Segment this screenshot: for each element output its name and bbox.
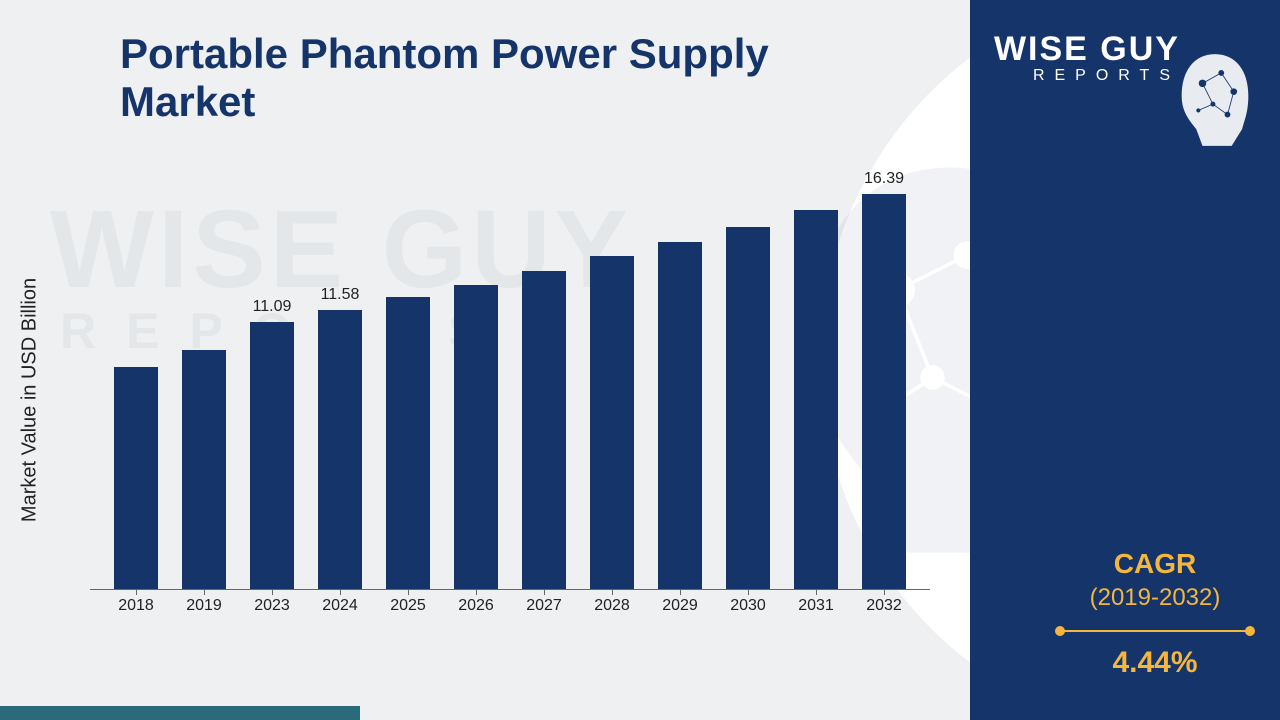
bar — [658, 242, 702, 589]
cagr-value: 4.44% — [1030, 646, 1280, 680]
x-tick-mark — [680, 589, 681, 595]
bar-wrap: 2025 — [386, 297, 430, 589]
cagr-range: (2019-2032) — [1030, 584, 1280, 612]
cagr-block: CAGR (2019-2032) 4.44% — [1030, 548, 1280, 680]
bar-wrap: 2018 — [114, 367, 158, 589]
bar-value-label: 16.39 — [834, 170, 934, 188]
bar-wrap: 2029 — [658, 242, 702, 589]
logo-line1: WISE GUY — [994, 30, 1180, 69]
bar-wrap: 2027 — [522, 271, 566, 589]
x-tick-mark — [272, 589, 273, 595]
bar-wrap: 11.582024 — [318, 310, 362, 589]
x-tick-mark — [408, 589, 409, 595]
right-panel: WISE GUY REPORTS CAGR (2019-2032) 4.44% — [970, 0, 1280, 720]
logo-line2: REPORTS — [994, 67, 1180, 85]
plot-area: 2018 2019 11.092023 11.582024 2025 2026 2027 20… — [90, 180, 930, 590]
bar-wrap: 2026 — [454, 285, 498, 589]
bar — [182, 350, 226, 589]
page-title: Portable Phantom Power Supply Market — [120, 30, 820, 127]
bar-value-label: 11.58 — [290, 286, 390, 304]
bar — [454, 285, 498, 589]
bar — [250, 322, 294, 589]
bar — [522, 271, 566, 589]
bar — [318, 310, 362, 589]
x-tick-mark — [816, 589, 817, 595]
x-tick-mark — [340, 589, 341, 595]
bar — [114, 367, 158, 589]
bar-chart: Market Value in USD Billion 2018201911.0… — [60, 180, 930, 620]
x-tick-mark — [884, 589, 885, 595]
brand-logo: WISE GUY REPORTS — [994, 30, 1250, 85]
x-tick-mark — [748, 589, 749, 595]
x-tick-mark — [612, 589, 613, 595]
bar-wrap: 2030 — [726, 227, 770, 589]
bar-wrap: 16.392032 — [862, 194, 906, 589]
cagr-divider — [1060, 630, 1250, 632]
bar — [386, 297, 430, 589]
bar-wrap: 2031 — [794, 210, 838, 589]
bar-wrap: 11.092023 — [250, 322, 294, 589]
bar — [862, 194, 906, 589]
cagr-title: CAGR — [1030, 548, 1280, 580]
page-root: WISE GUY REPORTS — [0, 0, 1280, 720]
bar-wrap: 2019 — [182, 350, 226, 589]
y-axis-label: Market Value in USD Billion — [19, 278, 42, 522]
bar — [726, 227, 770, 589]
x-tick-label: 2032 — [844, 597, 924, 615]
bottom-accent-strip — [0, 706, 360, 720]
x-tick-mark — [476, 589, 477, 595]
bar-wrap: 2028 — [590, 256, 634, 589]
x-tick-mark — [204, 589, 205, 595]
x-tick-mark — [136, 589, 137, 595]
bar — [794, 210, 838, 589]
x-tick-mark — [544, 589, 545, 595]
bar — [590, 256, 634, 589]
